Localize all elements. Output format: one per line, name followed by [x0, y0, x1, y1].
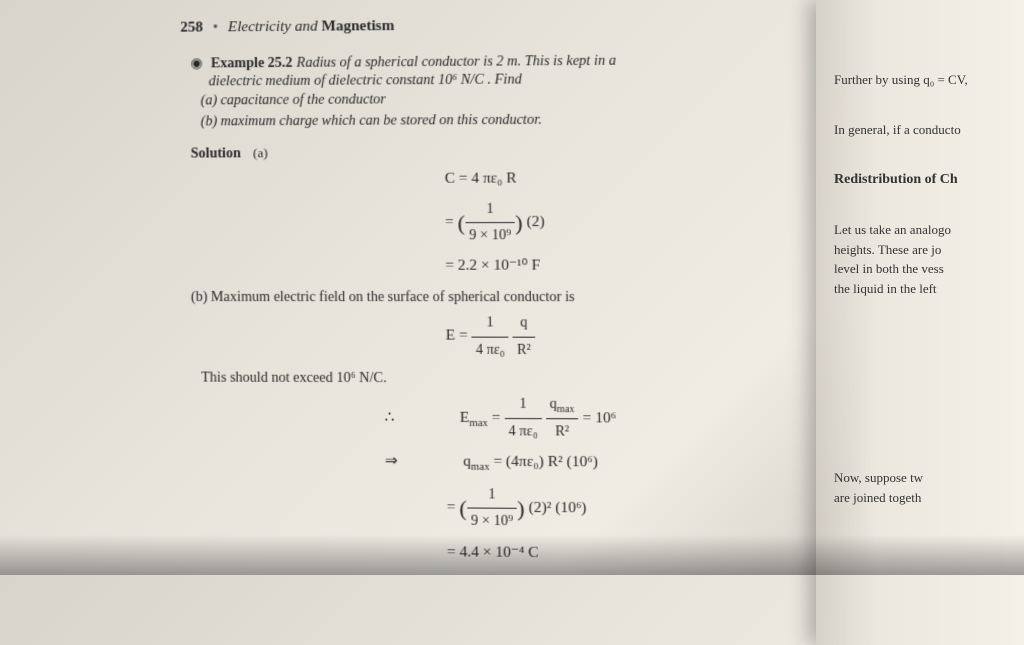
eqE-f2-num: q — [513, 311, 535, 338]
eqE-f1-num: 1 — [471, 311, 509, 338]
qmax-post: (2)² (10⁶) — [529, 500, 587, 517]
eqE-frac2: qR² — [513, 311, 536, 363]
therefore-symbol: ∴ — [385, 409, 395, 425]
eq2-num: 1 — [465, 197, 515, 224]
emax-frac1: 14 πε₀ — [504, 392, 542, 444]
eq1-lhs: C — [445, 171, 455, 187]
chapter-italic: Electricity and — [228, 19, 322, 36]
imply-symbol: ⇒ — [385, 453, 398, 469]
eq2-den: 9 × 10⁹ — [465, 223, 515, 249]
example-text-2: dielectric medium of dielectric constant… — [209, 72, 522, 89]
example-text-1: Radius of a spherical conductor is 2 m. … — [297, 54, 616, 71]
qmax-line1: qmax = (4πε₀) R² (10⁶) — [463, 454, 598, 471]
eq2-frac: 19 × 10⁹ — [465, 197, 515, 249]
emax-result: = 10⁶ — [582, 410, 616, 426]
emax-frac2: qmaxR² — [545, 391, 578, 445]
eq2-post: (2) — [526, 214, 544, 230]
bottom-shadow — [0, 535, 1024, 575]
page-number: 258 — [180, 20, 203, 36]
eqE-lhs: E = — [446, 328, 468, 344]
eq2-pre: = — [445, 214, 454, 230]
rhs-heading: Redistribution of Ch — [834, 169, 1024, 190]
header-separator: • — [213, 19, 218, 35]
rhs-para-3: level in both the vess — [834, 259, 1024, 279]
eqE-f1-den: 4 πε₀ — [471, 337, 509, 363]
eqE-f2-den: R² — [513, 337, 535, 363]
emax-lhs: Emax = — [460, 409, 501, 425]
solution-label: Solution — [191, 146, 241, 161]
eq1-rhs: = 4 πε₀ R — [459, 170, 517, 186]
rhs-bottom-1: Now, suppose tw — [834, 468, 1024, 488]
solution-tag-a: (a) — [253, 145, 268, 160]
rhs-para-2: heights. These are jo — [834, 240, 1024, 260]
eqE-frac1: 14 πε₀ — [471, 311, 509, 363]
rhs-para-4: the liquid in the left — [834, 279, 1024, 299]
emax-f1-den: 4 πε₀ — [504, 419, 542, 445]
emax-f1-num: 1 — [504, 392, 542, 419]
emax-f2-den: R² — [546, 419, 579, 445]
example-bullet-icon: ◉ — [190, 56, 202, 71]
example-label: Example 25.2 — [211, 56, 293, 72]
qmax-frac: 19 × 10⁹ — [467, 482, 518, 535]
rhs-bottom-2: are joined togeth — [834, 488, 1024, 508]
chapter-bold: Magnetism — [321, 18, 394, 35]
emax-f2-num: qmax — [545, 391, 578, 419]
chapter-title: Electricity and Magnetism — [228, 18, 394, 35]
rhs-para-1: Let us take an analogo — [834, 220, 1024, 240]
rhs-snippet-2: In general, if a conducto — [834, 120, 1024, 140]
qmax-den: 9 × 10⁹ — [467, 509, 517, 535]
rhs-snippet-1: Further by using q₀ = CV, — [834, 70, 1024, 90]
qmax-num: 1 — [467, 482, 517, 509]
